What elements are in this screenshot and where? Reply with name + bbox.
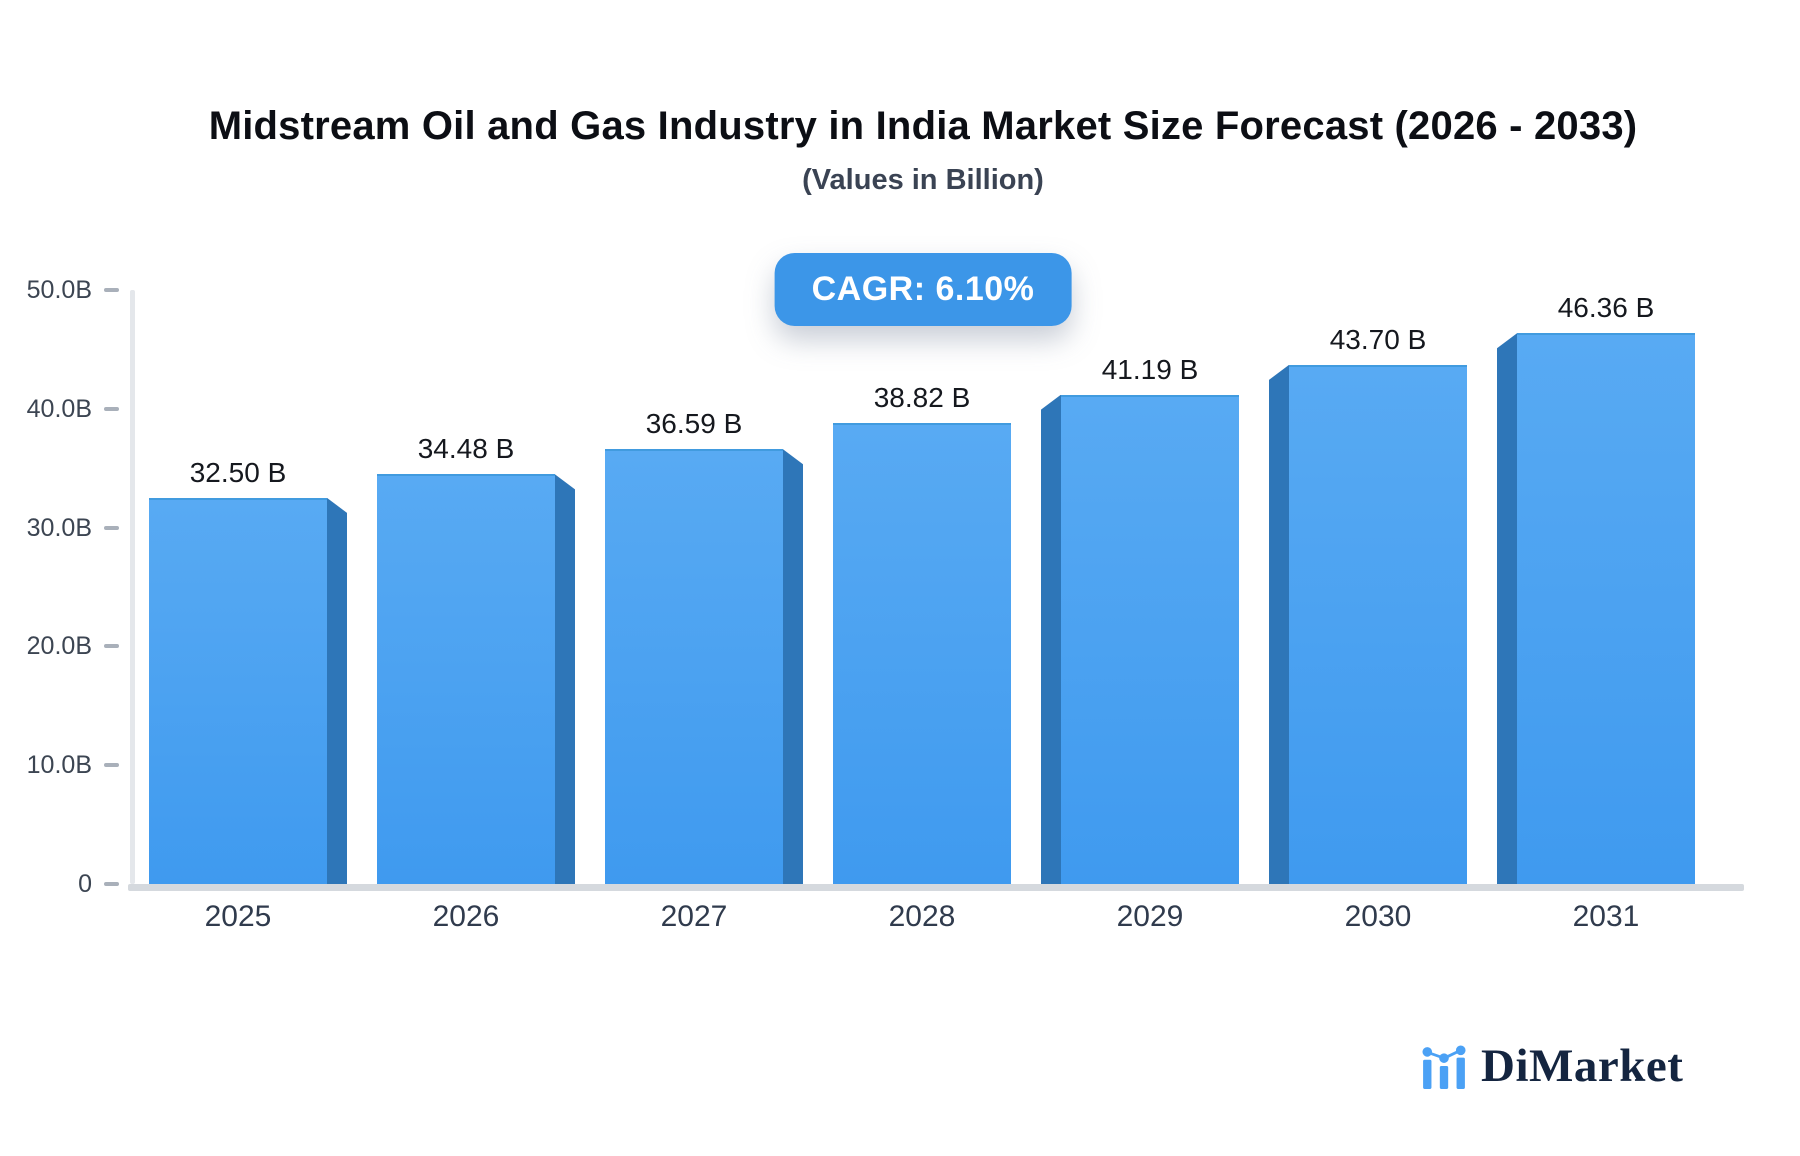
- bar-2030: [1289, 364, 1467, 884]
- y-axis-tick-label: 40.0B: [26, 394, 92, 423]
- y-axis-tick-label: 30.0B: [26, 513, 92, 542]
- bar-value-label: 34.48 B: [417, 433, 515, 465]
- bar-2031: [1517, 333, 1695, 884]
- x-axis-baseline: [128, 884, 1744, 891]
- x-axis-tick-label: 2029: [1116, 900, 1184, 933]
- bar-value-label: 46.36 B: [1557, 292, 1655, 324]
- x-axis-tick-label: 2030: [1344, 900, 1412, 933]
- chart-title: Midstream Oil and Gas Industry in India …: [208, 104, 1638, 148]
- bar-line-chart-icon: [1422, 1045, 1466, 1089]
- x-axis-tick-label: 2026: [432, 900, 500, 933]
- y-axis-tick-mark: [104, 644, 119, 649]
- bar-2028: [833, 422, 1011, 884]
- bar-3d-side: [783, 449, 803, 884]
- bar-2027: [605, 449, 783, 884]
- bar-3d-side: [327, 497, 347, 884]
- bar-3d-side: [1041, 394, 1061, 884]
- y-axis-tick-label: 10.0B: [26, 751, 92, 780]
- y-axis-line: [130, 290, 135, 884]
- x-axis-tick-label: 2028: [888, 900, 956, 933]
- bar-3d-side: [1497, 333, 1517, 884]
- y-axis-tick-mark: [104, 525, 119, 530]
- y-axis-tick-mark: [104, 882, 119, 886]
- bar-value-label: 32.50 B: [189, 456, 287, 488]
- y-axis-tick-label: 20.0B: [26, 632, 92, 661]
- bar-3d-side: [555, 474, 575, 884]
- y-axis-tick-label: 0: [78, 870, 92, 898]
- x-axis-tick-label: 2031: [1572, 900, 1640, 933]
- dimarket-logo: DiMarket: [1422, 1040, 1683, 1092]
- dimarket-logo-text: DiMarket: [1481, 1040, 1684, 1092]
- x-axis-tick-label: 2027: [660, 900, 728, 933]
- x-axis-tick-label: 2025: [204, 900, 272, 933]
- y-axis-tick-mark: [104, 406, 119, 411]
- y-axis-tick-label: 50.0B: [26, 276, 92, 304]
- bar-3d-side: [1269, 364, 1289, 884]
- bar-2025: [149, 497, 327, 884]
- cagr-badge: CAGR: 6.10%: [774, 253, 1072, 326]
- bar-value-label: 41.19 B: [1101, 353, 1199, 385]
- bar-2026: [377, 474, 555, 884]
- bar-value-label: 43.70 B: [1329, 323, 1427, 355]
- y-axis-tick-mark: [104, 288, 119, 292]
- y-axis-tick-mark: [104, 763, 119, 768]
- chart-subtitle: (Values in Billion): [802, 164, 1044, 196]
- bar-2029: [1061, 394, 1239, 884]
- bar-value-label: 36.59 B: [645, 408, 743, 440]
- bar-value-label: 38.82 B: [873, 381, 971, 413]
